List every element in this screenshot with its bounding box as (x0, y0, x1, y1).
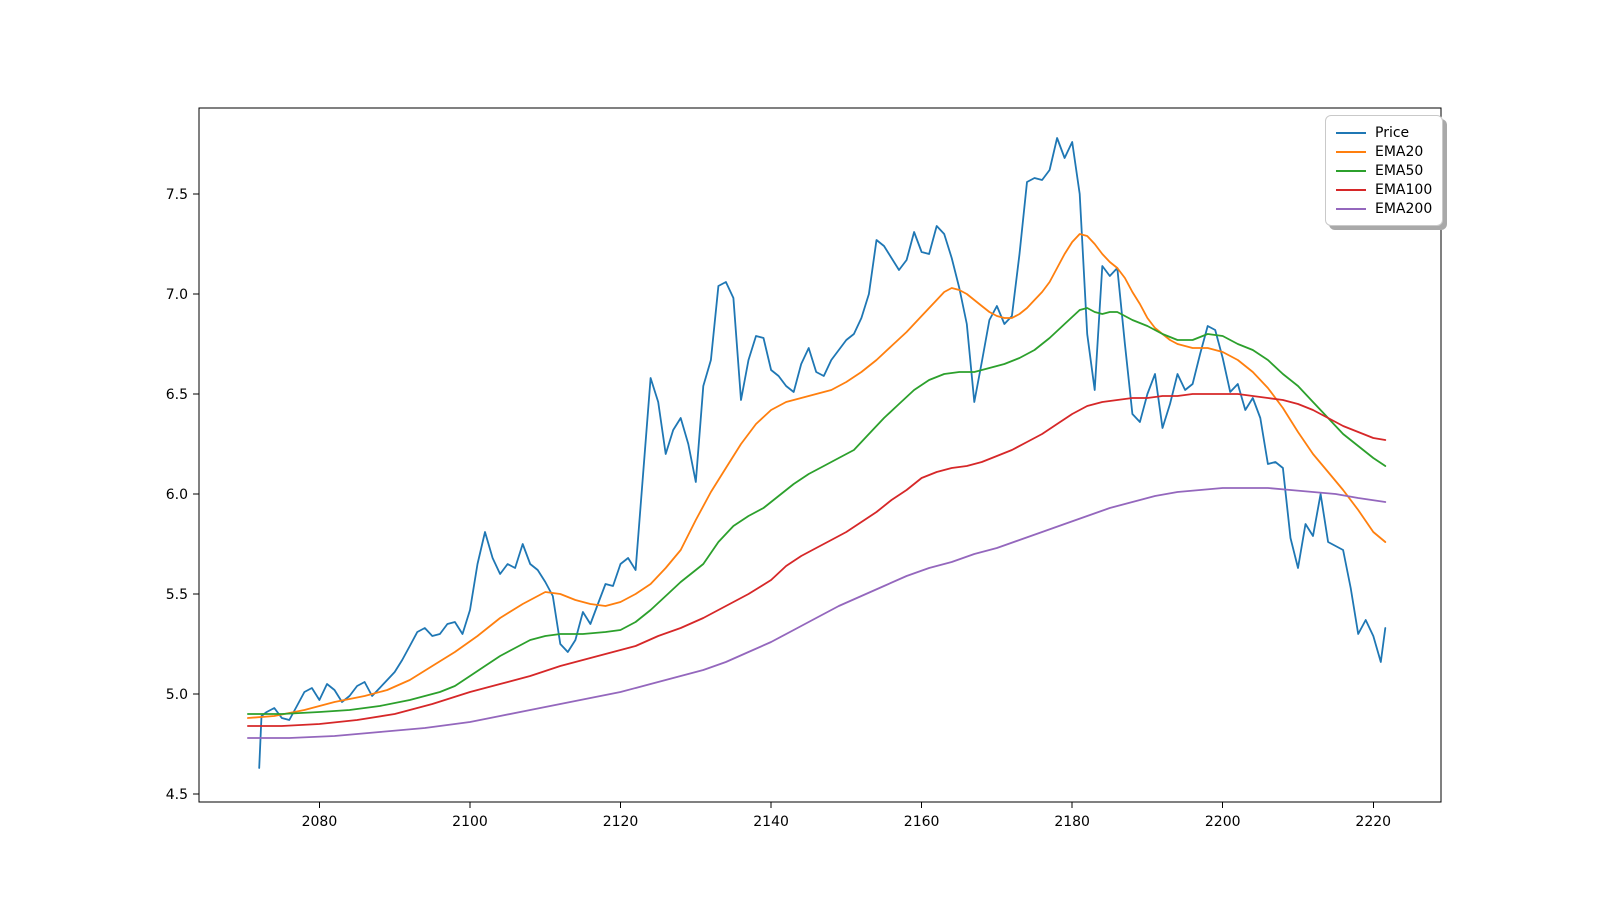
x-tick-label: 2140 (753, 814, 789, 830)
x-tick-label: 2120 (603, 814, 639, 830)
legend-item-ema20: EMA20 (1336, 142, 1432, 161)
plot-border (198, 107, 1442, 803)
legend-label-ema20: EMA20 (1375, 143, 1424, 160)
series-line-ema200 (247, 487, 1387, 739)
legend-item-ema200: EMA200 (1336, 199, 1432, 218)
y-tick-label: 7.0 (166, 287, 188, 303)
legend-line-sample-ema100-icon (1336, 188, 1366, 191)
y-tick-label: 6.5 (166, 387, 188, 403)
legend-item-price: Price (1336, 123, 1432, 142)
x-tick-label: 2080 (302, 814, 338, 830)
legend-line-sample-ema200-icon (1336, 207, 1366, 210)
x-tick-label: 2180 (1054, 814, 1090, 830)
series-line-ema50 (247, 307, 1387, 715)
y-tick-label: 6.0 (166, 487, 188, 503)
legend-item-ema100: EMA100 (1336, 180, 1432, 199)
x-tick-label: 2200 (1205, 814, 1241, 830)
x-tick-label: 2220 (1355, 814, 1391, 830)
series-line-price (258, 137, 1387, 769)
y-tick-label: 7.5 (166, 187, 188, 203)
legend-label-ema200: EMA200 (1375, 200, 1433, 217)
y-tick-label: 5.0 (166, 687, 188, 703)
y-tick-label: 4.5 (166, 787, 188, 803)
legend-line-sample-price-icon (1336, 131, 1366, 134)
legend-line-sample-ema50-icon (1336, 169, 1366, 172)
legend-line-sample-ema20-icon (1336, 150, 1366, 153)
x-tick-label: 2160 (904, 814, 940, 830)
legend: Price EMA20 EMA50 EMA100 EMA200 (1325, 115, 1444, 226)
x-tick-label: 2100 (452, 814, 488, 830)
legend-label-ema100: EMA100 (1375, 181, 1433, 198)
legend-label-ema50: EMA50 (1375, 162, 1424, 179)
legend-label-price: Price (1375, 124, 1410, 141)
series-line-ema20 (247, 233, 1387, 719)
series-line-ema100 (247, 393, 1387, 727)
y-tick-label: 5.5 (166, 587, 188, 603)
legend-item-ema50: EMA50 (1336, 161, 1432, 180)
